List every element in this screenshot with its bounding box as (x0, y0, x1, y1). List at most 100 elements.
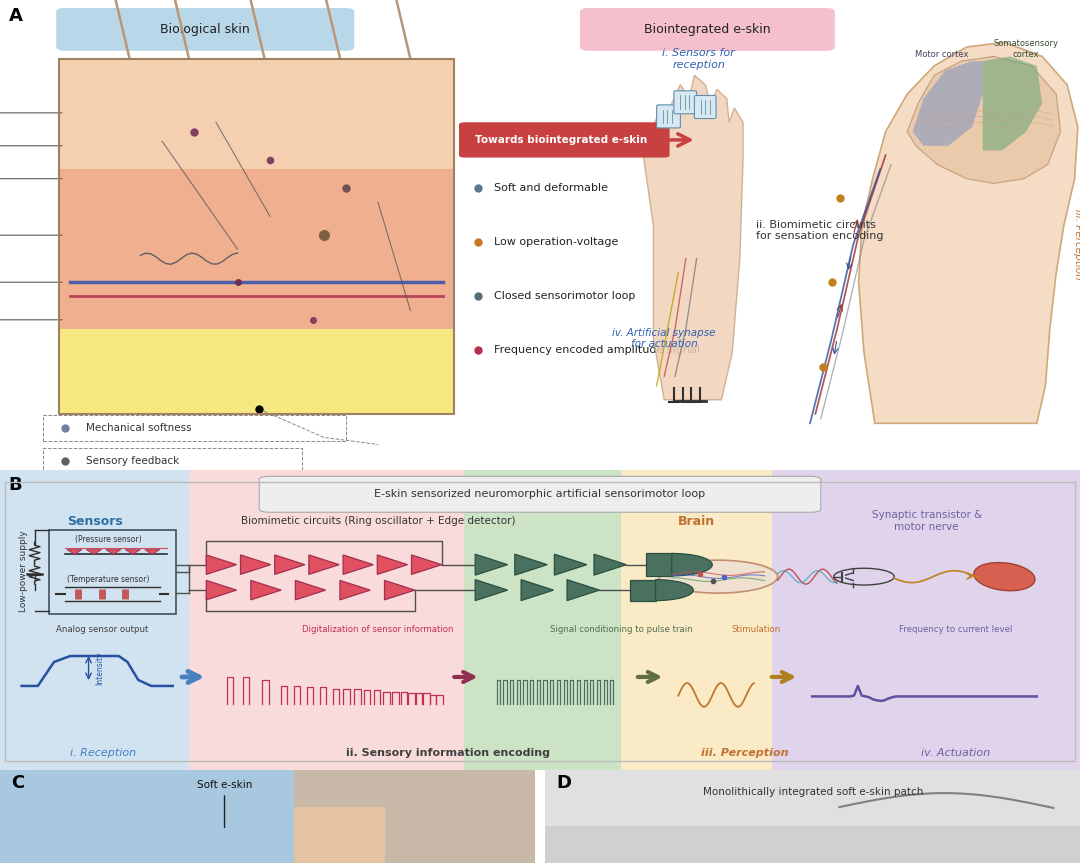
Text: Closed sensorimotor loop: Closed sensorimotor loop (494, 292, 635, 301)
Text: A: A (9, 7, 23, 25)
Polygon shape (189, 470, 464, 770)
Text: Monolithically integrated soft e-skin patch: Monolithically integrated soft e-skin pa… (702, 786, 923, 797)
Wedge shape (672, 553, 713, 576)
Text: Frequency encoded amplitude signal: Frequency encoded amplitude signal (494, 345, 700, 356)
Text: Low-power supply: Low-power supply (19, 530, 28, 612)
Polygon shape (859, 42, 1078, 424)
Polygon shape (59, 169, 454, 330)
Polygon shape (106, 550, 121, 554)
Text: i. Reception: i. Reception (69, 748, 136, 759)
Polygon shape (545, 770, 1080, 826)
Text: Digitalization of sensor information: Digitalization of sensor information (302, 625, 454, 633)
Text: Biomimetic circuits (Ring oscillator + Edge detector): Biomimetic circuits (Ring oscillator + E… (241, 516, 515, 526)
Text: Meissner corpuscle: Meissner corpuscle (0, 174, 62, 183)
Polygon shape (384, 581, 415, 600)
Polygon shape (464, 470, 621, 770)
Text: i. Sensors for
reception: i. Sensors for reception (662, 48, 735, 70)
Polygon shape (515, 554, 548, 575)
Wedge shape (656, 580, 693, 601)
Text: Frequency to current level: Frequency to current level (900, 625, 1012, 633)
Polygon shape (241, 555, 271, 575)
Text: Biointegrated e-skin: Biointegrated e-skin (644, 22, 771, 35)
Text: Pacinian corpuscle: Pacinian corpuscle (0, 230, 62, 240)
Text: (Temperature sensor): (Temperature sensor) (67, 575, 149, 583)
Polygon shape (0, 470, 189, 770)
Text: Towards biointegrated e-skin: Towards biointegrated e-skin (475, 135, 648, 145)
Polygon shape (309, 555, 339, 575)
Polygon shape (294, 770, 535, 863)
FancyBboxPatch shape (646, 553, 672, 576)
Text: Mechanical softness: Mechanical softness (86, 423, 192, 433)
Text: Somatosensory
cortex: Somatosensory cortex (994, 40, 1058, 59)
Polygon shape (59, 59, 454, 169)
Text: ii. Sensory information encoding: ii. Sensory information encoding (347, 748, 550, 759)
Polygon shape (545, 770, 1080, 863)
Text: iv. Artificial synapse
for actuation: iv. Artificial synapse for actuation (612, 328, 716, 350)
Polygon shape (295, 581, 326, 600)
Text: Sensory feedback: Sensory feedback (86, 456, 179, 466)
Text: D: D (556, 774, 571, 792)
Polygon shape (594, 554, 626, 575)
Text: Stimulation: Stimulation (731, 625, 781, 633)
Polygon shape (475, 554, 508, 575)
Text: B: B (9, 476, 23, 494)
Polygon shape (343, 555, 374, 575)
Polygon shape (67, 550, 82, 554)
Polygon shape (522, 580, 554, 601)
FancyBboxPatch shape (459, 123, 670, 158)
Polygon shape (554, 554, 586, 575)
Text: Analog sensor output: Analog sensor output (56, 625, 149, 633)
FancyBboxPatch shape (657, 105, 680, 128)
Polygon shape (251, 581, 281, 600)
Text: Intensity: Intensity (95, 652, 104, 685)
FancyBboxPatch shape (259, 476, 821, 513)
Text: Free nerve ending: Free nerve ending (0, 109, 62, 117)
Polygon shape (567, 580, 599, 601)
Text: Motor cortex: Motor cortex (915, 50, 969, 59)
Text: C: C (11, 774, 24, 792)
Text: ii. Biomimetic circuits
for sensation encoding: ii. Biomimetic circuits for sensation en… (756, 220, 883, 242)
Polygon shape (274, 555, 305, 575)
Polygon shape (621, 470, 772, 770)
Polygon shape (294, 807, 384, 863)
Ellipse shape (974, 563, 1035, 591)
Text: Soft and deformable: Soft and deformable (494, 183, 608, 193)
FancyArrowPatch shape (667, 134, 690, 146)
Text: (Pressure sensor): (Pressure sensor) (75, 535, 141, 544)
FancyBboxPatch shape (630, 580, 656, 601)
Polygon shape (772, 470, 1080, 770)
Text: Ruffini ending: Ruffini ending (0, 278, 62, 287)
Polygon shape (59, 330, 454, 414)
Polygon shape (145, 550, 160, 554)
Text: Synaptic transistor &
motor nerve: Synaptic transistor & motor nerve (872, 510, 982, 532)
FancyBboxPatch shape (674, 91, 697, 114)
Polygon shape (475, 580, 508, 601)
Polygon shape (983, 56, 1042, 150)
FancyBboxPatch shape (694, 96, 716, 118)
Text: iii. Perception: iii. Perception (701, 748, 789, 759)
Text: Merkel cell: Merkel cell (0, 142, 62, 150)
Polygon shape (643, 75, 743, 400)
Text: Brain: Brain (678, 514, 715, 528)
Text: Low operation-voltage: Low operation-voltage (494, 237, 618, 247)
Polygon shape (907, 56, 1061, 184)
Polygon shape (125, 550, 140, 554)
Text: E-skin sensorized neuromorphic artificial sensorimotor loop: E-skin sensorized neuromorphic artificia… (375, 489, 705, 500)
Polygon shape (411, 555, 442, 575)
Text: iv. Actuation: iv. Actuation (921, 748, 990, 759)
Polygon shape (206, 581, 237, 600)
FancyBboxPatch shape (580, 8, 835, 51)
Polygon shape (0, 770, 294, 863)
Circle shape (659, 560, 778, 593)
Text: iii. Perception: iii. Perception (1072, 209, 1080, 280)
Polygon shape (340, 581, 370, 600)
Text: Krause end bulb: Krause end bulb (0, 315, 62, 324)
Text: Signal conditioning to pulse train: Signal conditioning to pulse train (550, 625, 692, 633)
Text: Sensors: Sensors (67, 514, 123, 528)
FancyBboxPatch shape (56, 8, 354, 51)
Polygon shape (377, 555, 407, 575)
Polygon shape (86, 550, 102, 554)
Polygon shape (913, 61, 983, 146)
Text: Biological skin: Biological skin (160, 22, 251, 35)
Polygon shape (206, 555, 237, 575)
